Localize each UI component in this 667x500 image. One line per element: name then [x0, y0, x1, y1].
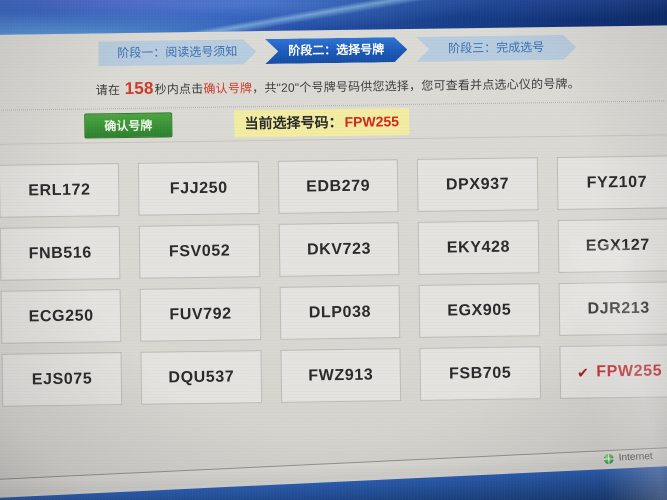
plate-code: DLP038 — [308, 303, 372, 321]
plate-code: FJJ250 — [169, 179, 228, 197]
plate-cell-dqu537[interactable]: DQU537 — [140, 350, 262, 405]
plate-cell-djr213[interactable]: DJR213 — [558, 281, 667, 336]
step-3-complete[interactable]: 阶段三：完成选号 — [416, 35, 576, 62]
plate-cell-egx127[interactable]: EGX127 — [557, 218, 667, 273]
step-1-label: 阶段一：阅读选号须知 — [117, 44, 238, 61]
plate-cell-fnb516[interactable]: FNB516 — [0, 226, 121, 281]
action-row: 确认号牌 当前选择号码： FPW255 — [0, 100, 667, 145]
plate-code: EDB279 — [306, 177, 371, 195]
internet-zone-globe-icon — [603, 453, 615, 464]
plate-code: EJS075 — [31, 369, 93, 388]
plate-code: FWZ913 — [308, 366, 374, 384]
header-banner — [0, 0, 667, 35]
plate-cell-fsb705[interactable]: FSB705 — [419, 346, 541, 401]
steps-bar: 阶段一：阅读选号须知 阶段二：选择号牌 阶段三：完成选号 — [0, 33, 667, 68]
internet-zone-label: Internet — [618, 450, 653, 464]
current-selection-value: FPW255 — [344, 113, 400, 130]
step-2-label: 阶段二：选择号牌 — [288, 42, 385, 58]
instruction-text: 请在 158秒内点击确认号牌，共"20"个号牌号码供您选择，您可查看并点选心仪的… — [0, 71, 667, 101]
plate-code: DKV723 — [306, 240, 372, 258]
plate-grid: ERL172 FJJ250 EDB279 DPX937 FYZ107 FNB516 FSV0… — [0, 155, 667, 407]
instruction-mid: 秒内点击 — [154, 81, 204, 97]
check-icon: ✔ — [576, 364, 590, 381]
plate-code: FPW255 — [596, 362, 663, 380]
plate-cell-dkv723[interactable]: DKV723 — [278, 222, 400, 277]
plate-code: DJR213 — [587, 299, 650, 318]
plate-cell-ecg250[interactable]: ECG250 — [0, 289, 122, 344]
plate-cell-ejs075[interactable]: EJS075 — [1, 352, 123, 407]
plate-cell-fwz913[interactable]: FWZ913 — [280, 348, 402, 403]
instruction-prefix: 请在 — [95, 83, 124, 98]
instruction-confirm-word: 确认号牌 — [203, 81, 253, 96]
step-3-label: 阶段三：完成选号 — [448, 40, 545, 56]
plate-cell-fsv052[interactable]: FSV052 — [139, 224, 261, 279]
instruction-suffix: ，共"20"个号牌号码供您选择，您可查看并点选心仪的号牌。 — [252, 76, 580, 96]
step-2-select-plate[interactable]: 阶段二：选择号牌 — [265, 37, 407, 64]
plate-code: FUV792 — [169, 305, 232, 323]
plate-cell-fjj250[interactable]: FJJ250 — [138, 161, 260, 216]
plate-code: EGX905 — [447, 301, 512, 320]
current-selection-label: 当前选择号码： — [244, 113, 343, 132]
plate-code: ERL172 — [28, 180, 91, 199]
step-1-read-notice[interactable]: 阶段一：阅读选号须知 — [98, 39, 256, 66]
confirm-plate-button[interactable]: 确认号牌 — [84, 112, 173, 139]
plate-cell-fuv792[interactable]: FUV792 — [139, 287, 262, 342]
plate-cell-egx905[interactable]: EGX905 — [418, 283, 540, 338]
plate-cell-fpw255[interactable]: ✔ FPW255 — [559, 344, 667, 399]
plate-code: FNB516 — [28, 243, 92, 262]
plate-code: EGX127 — [585, 236, 650, 255]
plate-cell-fyz107[interactable]: FYZ107 — [556, 155, 667, 210]
plate-code: ECG250 — [28, 306, 94, 325]
plate-cell-dpx937[interactable]: DPX937 — [416, 157, 539, 212]
plate-cell-eky428[interactable]: EKY428 — [417, 220, 540, 275]
plate-code: EKY428 — [446, 238, 511, 257]
plate-cell-dlp038[interactable]: DLP038 — [279, 285, 401, 340]
plate-code: FSV052 — [168, 242, 231, 260]
plate-code: FYZ107 — [586, 173, 648, 192]
current-selection-box: 当前选择号码： FPW255 — [234, 108, 410, 138]
plate-code: DPX937 — [445, 175, 510, 194]
plate-code: DQU537 — [168, 367, 235, 386]
countdown-seconds: 158 — [124, 78, 154, 98]
plate-cell-edb279[interactable]: EDB279 — [277, 159, 399, 214]
plate-cell-erl172[interactable]: ERL172 — [0, 163, 120, 218]
plate-code: FSB705 — [448, 364, 512, 382]
